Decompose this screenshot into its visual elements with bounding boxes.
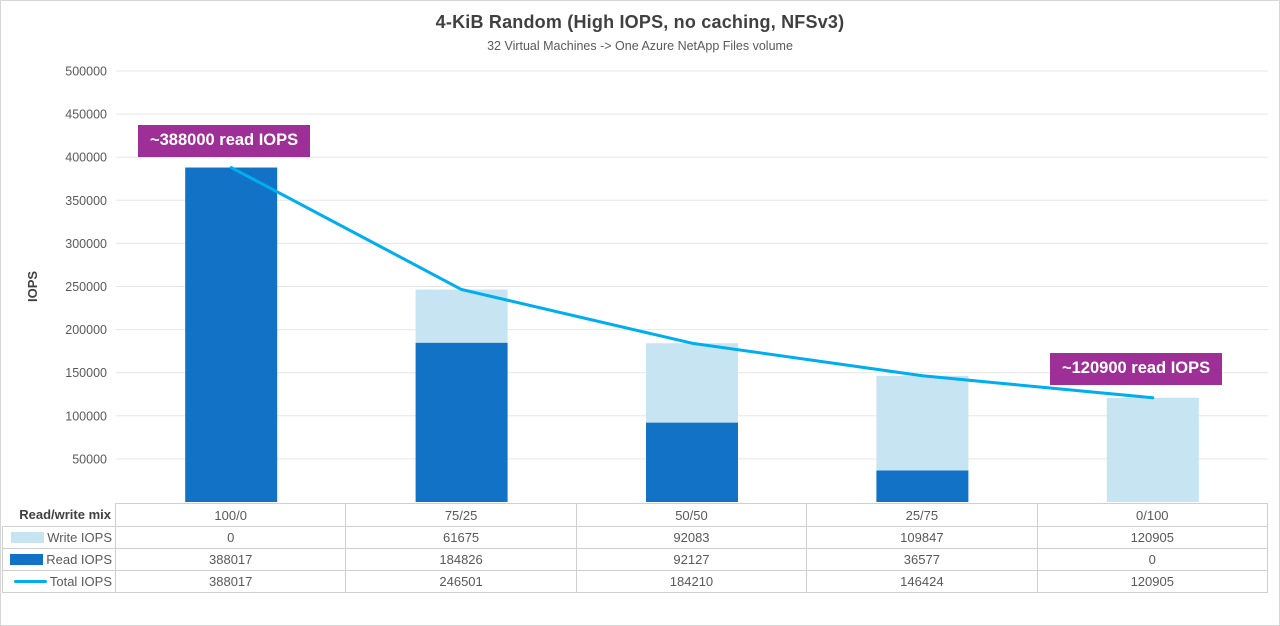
bar-segment-write-iops [646, 343, 738, 423]
table-col-header: 0/100 [1036, 503, 1269, 527]
table-cell: 36577 [806, 548, 1038, 571]
table-col-header: 75/25 [345, 503, 577, 527]
bar-segment-read-iops [415, 342, 508, 502]
table-cell: 0 [114, 526, 347, 549]
table-row-header-label: Read/write mix [2, 503, 116, 527]
table-cell: 388017 [114, 570, 347, 593]
data-table: Read/write mix 100/0 75/25 50/50 25/75 0/100 W… [2, 503, 1269, 593]
line-total-iops [229, 166, 1155, 400]
annotation-read-iops-low: ~120900 read IOPS [1050, 353, 1223, 386]
legend-series-name: Write IOPS [47, 530, 112, 545]
table-cell: 92083 [575, 526, 808, 549]
y-axis-title: IOPS [25, 271, 40, 302]
y-tick-label: 300000 [65, 237, 107, 251]
legend-swatch-write-iops-icon [11, 532, 45, 543]
bar-segment-write-iops [876, 375, 969, 471]
table-cell: 0 [1036, 548, 1269, 571]
legend-row-label: Write IOPS [2, 526, 116, 549]
bar-segment-write-iops [1106, 397, 1199, 502]
bar-segment-read-iops [185, 167, 278, 502]
y-tick-label: 150000 [65, 366, 107, 380]
table-row-write-iops: Write IOPS 0 61675 92083 109847 120905 [2, 526, 1269, 549]
plot-area: 50000 100000 150000 200000 250000 300000 35000… [25, 65, 1268, 502]
y-tick-label: 400000 [65, 151, 107, 165]
table-header-row: Read/write mix 100/0 75/25 50/50 25/75 0/100 [2, 503, 1269, 527]
table-row-read-iops: Read IOPS 388017 184826 92127 36577 0 [2, 548, 1269, 571]
y-tick-label: 450000 [65, 108, 107, 122]
legend-series-name: Total IOPS [49, 574, 112, 589]
legend-row-label: Read IOPS [2, 548, 116, 571]
table-cell: 388017 [114, 548, 347, 571]
table-cell: 246501 [345, 570, 577, 593]
chart-title: 4-KiB Random (High IOPS, no caching, NFS… [435, 12, 845, 32]
y-tick-label: 500000 [65, 65, 107, 79]
table-cell: 120905 [1036, 570, 1269, 593]
table-cell: 184210 [575, 570, 808, 593]
table-cell: 61675 [345, 526, 577, 549]
table-col-header: 25/75 [806, 503, 1038, 527]
table-col-header: 100/0 [114, 503, 347, 527]
y-tick-label: 200000 [65, 323, 107, 337]
legend-swatch-read-iops-icon [10, 554, 44, 565]
legend-swatch-total-iops-icon [13, 580, 47, 583]
table-cell: 92127 [575, 548, 808, 571]
table-cell: 109847 [806, 526, 1038, 549]
annotation-read-iops-high: ~388000 read IOPS [138, 125, 311, 158]
table-cell: 184826 [345, 548, 577, 571]
y-tick-label: 50000 [72, 452, 107, 466]
chart-subtitle: 32 Virtual Machines -> One Azure NetApp … [487, 39, 793, 53]
legend-row-label: Total IOPS [2, 570, 116, 593]
table-col-header: 50/50 [575, 503, 808, 527]
bar-segment-write-iops [415, 289, 508, 343]
table-cell: 146424 [806, 570, 1038, 593]
y-tick-label: 350000 [65, 194, 107, 208]
y-tick-label: 100000 [65, 409, 107, 423]
table-cell: 120905 [1036, 526, 1269, 549]
bar-segment-read-iops [876, 470, 969, 502]
legend-series-name: Read IOPS [46, 552, 112, 567]
table-row-total-iops: Total IOPS 388017 246501 184210 146424 120905 [2, 570, 1269, 593]
bar-segment-read-iops [646, 422, 738, 502]
y-tick-label: 250000 [65, 280, 107, 294]
